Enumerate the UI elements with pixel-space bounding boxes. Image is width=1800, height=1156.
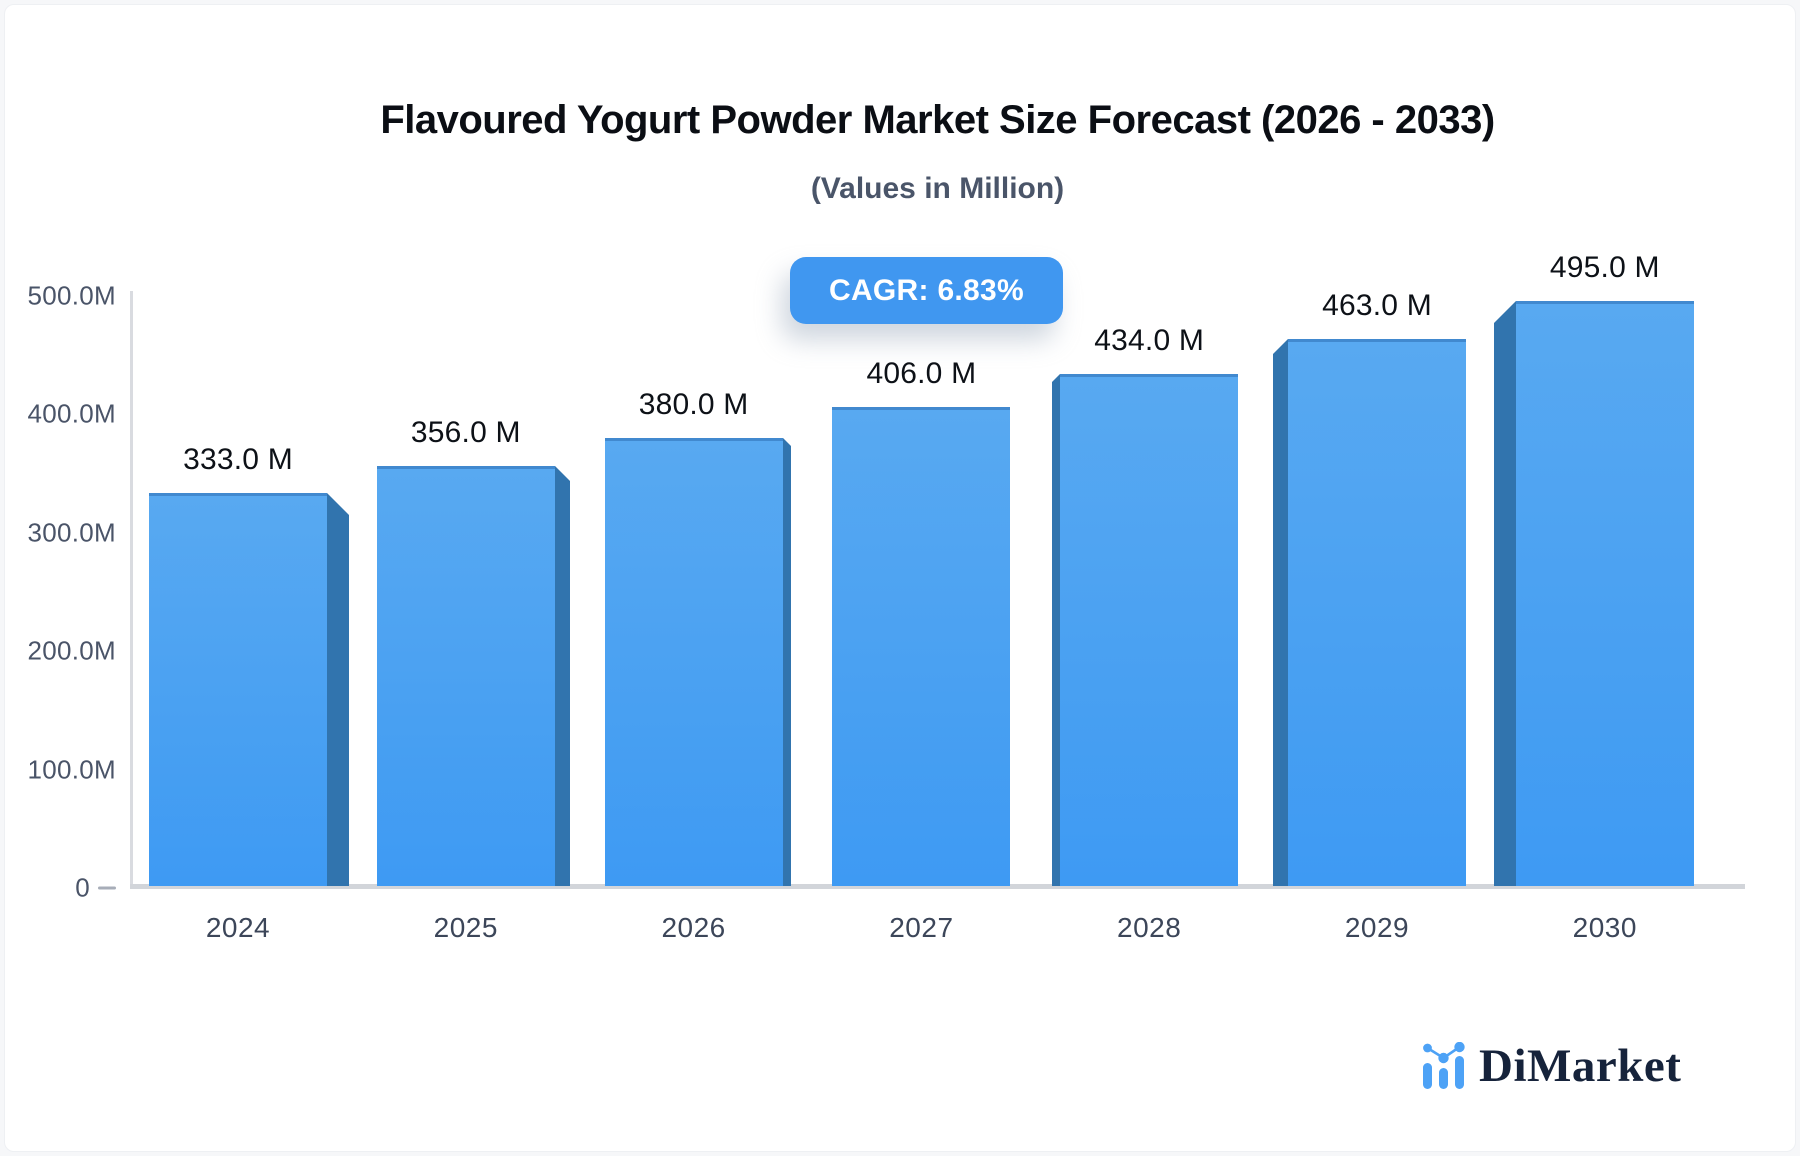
y-axis-tick-300.0M: 300.0M [27,517,116,548]
y-axis-tick-400.0M: 400.0M [27,399,116,430]
y-axis-line [130,291,133,888]
bar-face-2026 [605,438,783,886]
bar-side-face-2029 [1273,339,1288,886]
chart-subtitle: (Values in Million) [810,172,1065,205]
y-axis-tick-500.0M: 500.0M [27,280,116,311]
bar-value-label-2024: 333.0 M [183,443,293,476]
bar-value-label-2029: 463.0 M [1322,289,1432,322]
x-axis-label-2026: 2026 [661,912,726,943]
y-axis-tick-label: 100.0M [27,754,116,784]
bar-value-label-2026: 380.0 M [638,388,749,421]
cagr-badge: CAGR: 6.83% [790,257,1063,324]
dimarket-logo-icon [1423,1042,1465,1089]
y-axis-tick-label: 400.0M [27,398,116,429]
y-axis-tick-0: 0 [75,873,116,904]
brand-name: DiMarket [1479,1040,1682,1092]
y-axis-tick-100.0M: 100.0M [27,754,116,785]
bar-face-2024 [149,493,327,886]
x-axis-label-2024: 2024 [205,912,271,943]
chart-title: Flavoured Yogurt Powder Market Size Fore… [380,98,1495,142]
bar-face-2029 [1288,339,1466,886]
x-axis-label-2028: 2028 [1117,912,1182,943]
y-axis-tick-200.0M: 200.0M [27,636,116,667]
bar-side-face-2024 [327,493,349,886]
y-axis-tick-label: 0 [75,872,90,903]
bar-side-face-2030 [1494,301,1516,886]
bar-value-label-2028: 434.0 M [1094,324,1205,357]
y-axis-tick-label: 200.0M [27,635,116,666]
bar-face-2025 [377,466,555,886]
bar-side-face-2026 [783,438,791,886]
bar-side-face-2028 [1052,374,1060,886]
x-axis-label-2027: 2027 [889,912,954,943]
y-axis-tick-mark [98,886,116,890]
bar-face-2027 [832,407,1010,886]
bar-value-label-2030: 495.0 M [1549,251,1660,284]
bar-face-2030 [1516,301,1694,886]
x-axis-label-2025: 2025 [433,912,498,943]
x-axis-line [130,884,1745,889]
bar-value-label-2027: 406.0 M [866,357,977,390]
y-axis-tick-label: 500.0M [27,280,116,310]
y-axis-tick-label: 300.0M [27,517,116,547]
y-axis: 0 100.0M 200.0M 300.0M 400.0M 500.0M [0,0,116,1156]
bar-side-face-2025 [555,466,570,886]
cagr-badge-label: CAGR: 6.83% [828,273,1025,307]
x-axis-label-2029: 2029 [1344,912,1410,943]
brand-logo: DiMarket [1423,1038,1681,1094]
bar-face-2028 [1060,374,1238,886]
x-axis-label-2030: 2030 [1572,912,1637,943]
bar-value-label-2025: 356.0 M [410,416,521,449]
